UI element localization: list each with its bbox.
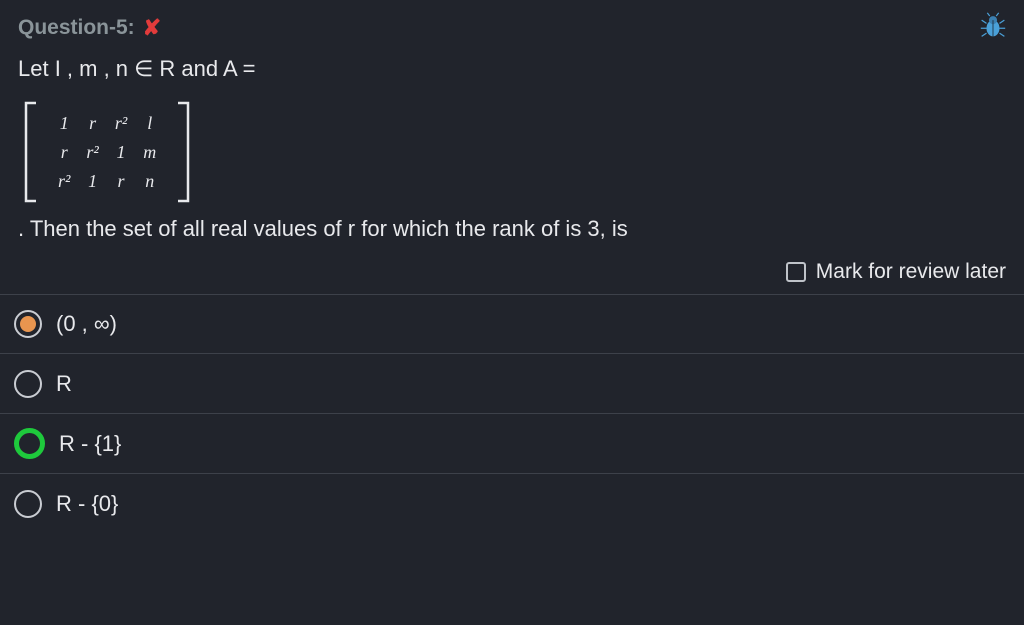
options-list: (0 , ∞) R R - {1} R - {0} [0, 294, 1024, 534]
matrix-cell: 1 [78, 167, 106, 196]
matrix-cell: r [50, 138, 78, 167]
option-0[interactable]: (0 , ∞) [0, 294, 1024, 354]
matrix-cell: r² [50, 167, 78, 196]
matrix-table: 1 r r² l r r² 1 m r² 1 r n [50, 109, 164, 196]
review-checkbox[interactable] [786, 262, 806, 282]
matrix-cell: 1 [107, 138, 135, 167]
matrix-cell: l [135, 109, 164, 138]
option-text: (0 , ∞) [56, 311, 117, 337]
matrix-cell: r [107, 167, 135, 196]
review-row: Mark for review later [18, 260, 1006, 284]
matrix: 1 r r² l r r² 1 m r² 1 r n [22, 100, 1006, 204]
matrix-cell: m [135, 138, 164, 167]
option-3[interactable]: R - {0} [0, 474, 1024, 534]
radio-icon [14, 370, 42, 398]
matrix-row: r r² 1 m [50, 138, 164, 167]
matrix-cell: n [135, 167, 164, 196]
wrong-icon: ✘ [143, 15, 161, 41]
question-after: . Then the set of all real values of r f… [18, 216, 1006, 242]
question-header: Question-5: ✘ [18, 12, 1006, 44]
matrix-row: 1 r r² l [50, 109, 164, 138]
matrix-cell: r² [78, 138, 106, 167]
option-text: R [56, 371, 72, 397]
bug-icon[interactable] [980, 12, 1006, 44]
question-label: Question-5: ✘ [18, 15, 161, 41]
option-2[interactable]: R - {1} [0, 414, 1024, 474]
question-number: Question-5: [18, 16, 135, 40]
matrix-cell: 1 [50, 109, 78, 138]
radio-icon [14, 428, 45, 459]
radio-icon [14, 490, 42, 518]
right-bracket [174, 100, 192, 204]
matrix-row: r² 1 r n [50, 167, 164, 196]
left-bracket [22, 100, 40, 204]
matrix-cell: r [78, 109, 106, 138]
review-label: Mark for review later [816, 260, 1006, 284]
option-text: R - {1} [59, 431, 121, 457]
radio-icon [14, 310, 42, 338]
option-1[interactable]: R [0, 354, 1024, 414]
matrix-cell: r² [107, 109, 135, 138]
option-text: R - {0} [56, 491, 118, 517]
question-intro: Let I , m , n ∈ R and A = [18, 56, 1006, 82]
